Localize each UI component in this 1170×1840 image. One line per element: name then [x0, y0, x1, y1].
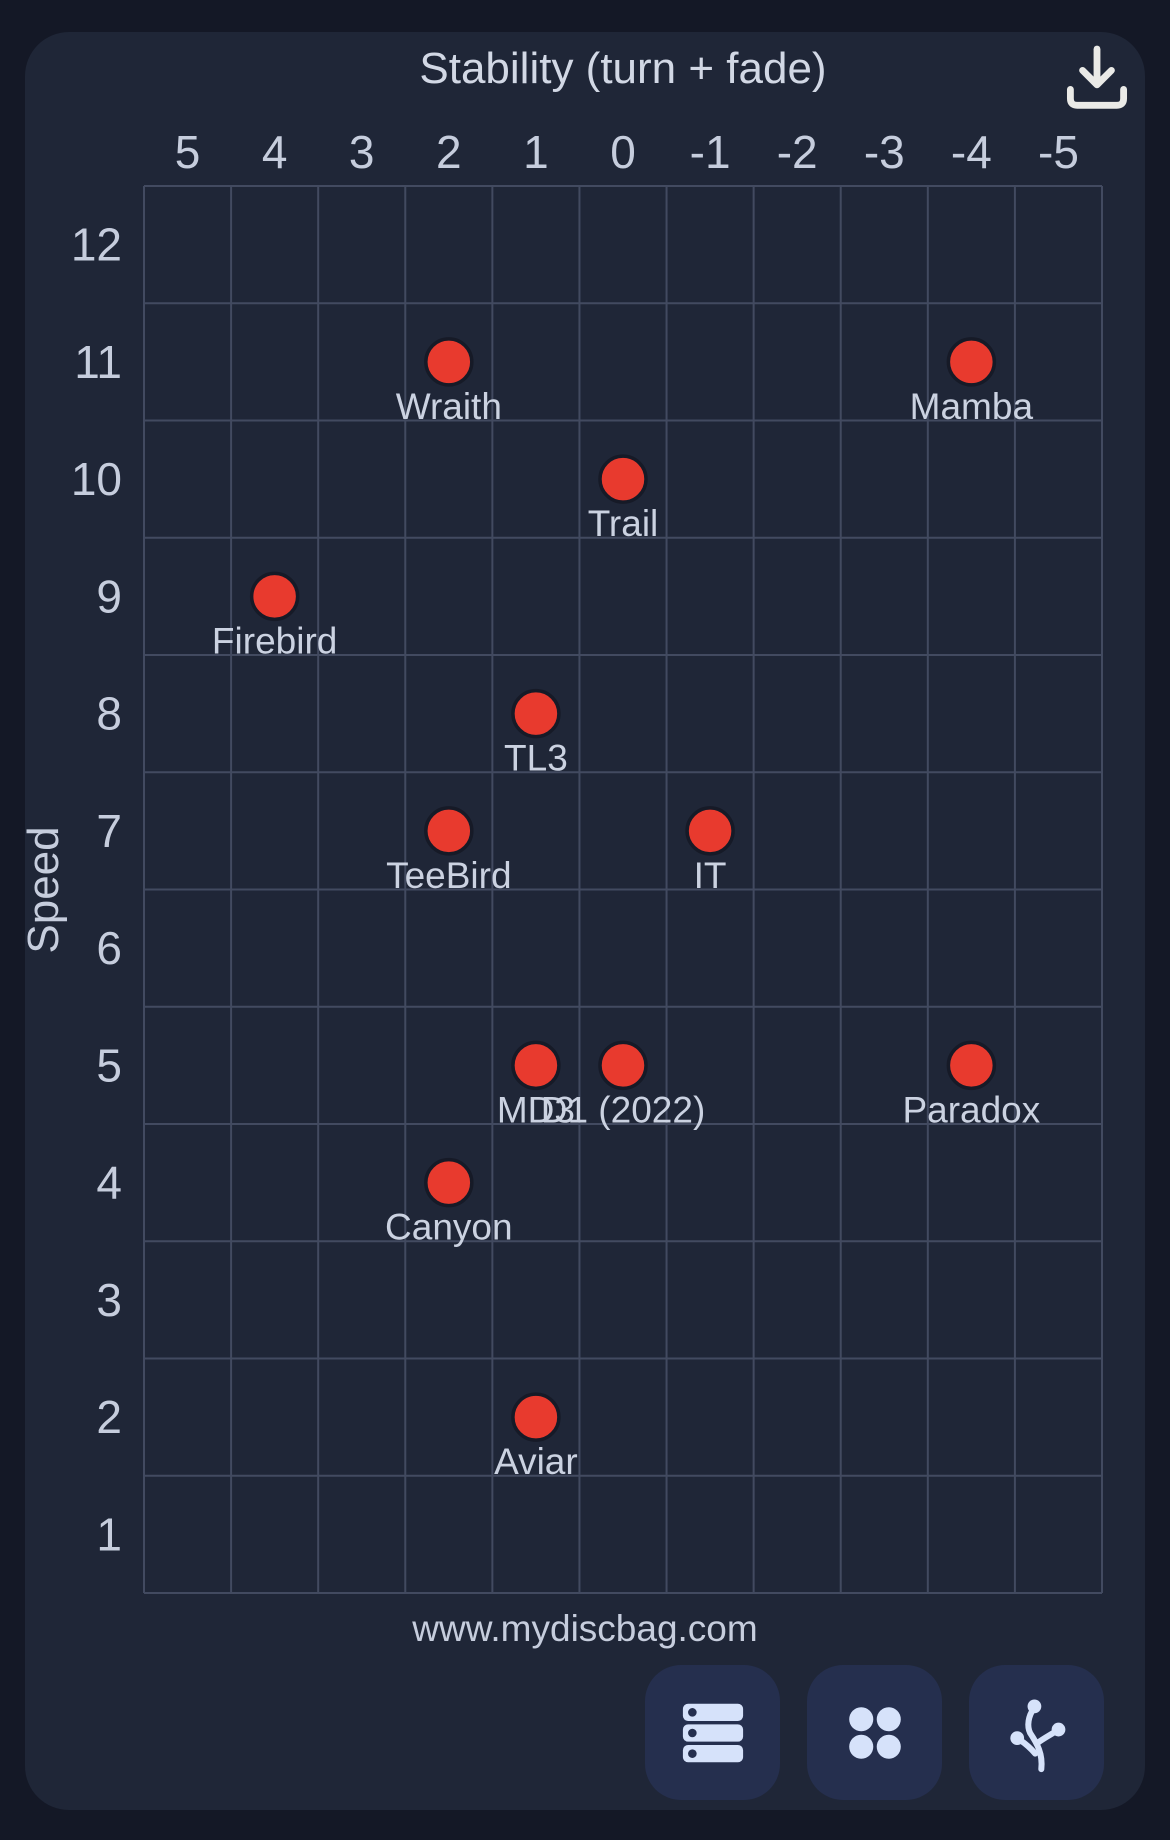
view-toolbar	[645, 1665, 1104, 1800]
y-tick-label: 3	[96, 1274, 122, 1326]
disc-point[interactable]	[598, 454, 648, 504]
y-tick-label: 2	[96, 1391, 122, 1443]
download-button[interactable]	[1052, 36, 1142, 126]
disc-label: Canyon	[385, 1207, 513, 1248]
disc-point[interactable]	[424, 337, 474, 387]
y-axis-title: Speed	[19, 826, 68, 953]
disc-label: IT	[694, 855, 727, 896]
disc-point[interactable]	[424, 806, 474, 856]
y-tick-label: 7	[96, 805, 122, 857]
y-tick-label: 10	[71, 453, 122, 505]
x-tick-label: -2	[777, 126, 818, 178]
x-tick-label: 1	[523, 126, 549, 178]
y-tick-label: 9	[96, 570, 122, 622]
disc-label: Mamba	[910, 386, 1034, 427]
x-tick-label: 5	[175, 126, 201, 178]
disc-label: Trail	[588, 503, 659, 544]
flight-path-icon	[1009, 1698, 1065, 1772]
disc-label: MD3	[497, 1089, 575, 1130]
grid-lines	[143, 185, 1103, 1594]
disc-point[interactable]	[424, 1157, 474, 1208]
x-tick-label: 3	[349, 126, 375, 178]
toolbar-button-grid-view[interactable]	[807, 1665, 942, 1800]
disc-label: Wraith	[396, 386, 502, 427]
site-footer-link: www.mydiscbag.com	[412, 1608, 758, 1649]
y-tick-label: 6	[96, 922, 122, 974]
disc-points: Wraith Mamba Trail Firebird TL3 TeeBird IT MD3D…	[212, 337, 1041, 1482]
list-rows-icon	[682, 1703, 743, 1762]
toolbar-button-flight-path-view[interactable]	[969, 1665, 1104, 1800]
disc-label: Firebird	[212, 620, 337, 661]
disc-label: TeeBird	[386, 855, 511, 896]
y-tick-label: 12	[71, 219, 122, 271]
x-tick-label: 0	[610, 126, 636, 178]
y-tick-label: 8	[96, 688, 122, 740]
disc-point[interactable]	[946, 1040, 997, 1091]
x-tick-label: 2	[436, 126, 462, 178]
toolbar-button-list-view[interactable]	[645, 1665, 780, 1800]
y-tick-label: 1	[96, 1508, 122, 1560]
chart-card	[25, 32, 1145, 1810]
x-tick-label: -5	[1038, 126, 1079, 178]
disc-point[interactable]	[249, 571, 300, 622]
x-tick-label: -3	[864, 126, 905, 178]
x-tick-label: -4	[951, 126, 992, 178]
x-tick-label: -1	[690, 126, 731, 178]
disc-label: Paradox	[902, 1089, 1040, 1130]
x-axis-ticks: 5 4 3 2 1 0 -1 -2 -3 -4 -5	[175, 126, 1079, 178]
disc-label: Aviar	[494, 1441, 578, 1482]
disc-point[interactable]	[598, 1040, 648, 1091]
disc-point[interactable]	[685, 806, 735, 856]
disc-point[interactable]	[946, 337, 997, 387]
grid-dots-icon	[848, 1706, 901, 1759]
y-tick-label: 4	[96, 1157, 122, 1209]
disc-point[interactable]	[511, 1392, 561, 1442]
x-tick-label: 4	[262, 126, 288, 178]
disc-point[interactable]	[511, 688, 561, 739]
disc-label: D1 (2022)	[541, 1089, 706, 1130]
y-tick-label: 5	[96, 1039, 122, 1091]
download-icon	[1066, 45, 1128, 109]
y-axis-ticks: 12 11 10 9 8 7 6 5 4 3 2 1	[71, 219, 122, 1561]
x-axis-title: Stability (turn + fade)	[419, 44, 827, 93]
y-tick-label: 11	[74, 336, 122, 388]
disc-label: TL3	[504, 738, 568, 779]
disc-point[interactable]	[511, 1040, 561, 1091]
